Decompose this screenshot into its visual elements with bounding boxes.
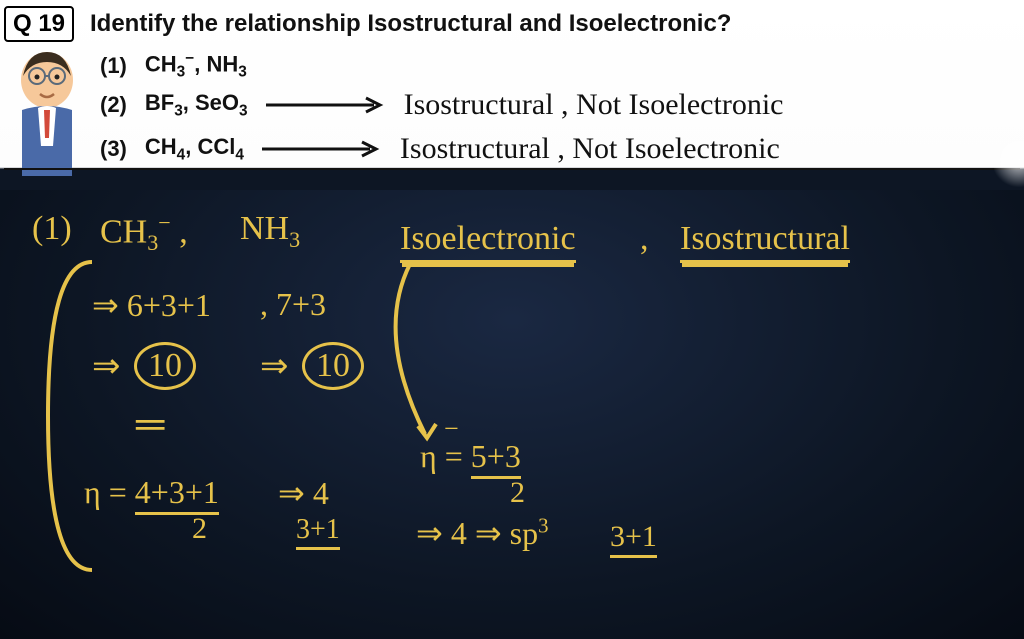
option-3-formula: CH4, CCl4	[145, 134, 244, 164]
hw-ten-2: 10	[302, 342, 364, 390]
hw-sum-left: ⇒ 6+3+1	[92, 286, 211, 324]
hw-sum-right: , 7+3	[260, 286, 326, 323]
option-2-num: (2)	[100, 92, 127, 118]
arrow-icon	[262, 139, 382, 159]
arrow-icon	[266, 95, 386, 115]
option-1-formula: CH3−, NH3	[145, 50, 247, 82]
hw-comma: ,	[640, 220, 649, 258]
option-3: (3) CH4, CCl4 Isostructural , Not Isoele…	[100, 132, 780, 166]
hw-arrow-2: ⇒	[260, 346, 289, 386]
hw-eta2-den: 2	[510, 476, 525, 510]
hw-eta1: η = 4+3+1	[84, 474, 219, 511]
question-number-badge: Q 19	[4, 6, 74, 42]
teacher-avatar	[8, 46, 86, 176]
banner-underline	[4, 168, 1020, 170]
hw-eta2-res: ⇒ 4 ⇒ sp3	[416, 514, 548, 552]
whiteboard-annotations: (1) CH3− , NH3 Isoelectronic , Isostruct…	[0, 190, 1024, 639]
hw-opt1-num: (1)	[32, 210, 72, 248]
question-text: Identify the relationship Isostructural …	[90, 10, 731, 38]
option-2-formula: BF3, SeO3	[145, 90, 248, 120]
hw-isostructural: Isostructural	[680, 220, 850, 263]
hw-eta1-den: 2	[192, 512, 207, 546]
hw-ten-1: 10	[134, 342, 196, 390]
hw-eta1-hy: 3+1	[296, 514, 340, 546]
option-2-annotation: Isostructural , Not Isoelectronic	[404, 88, 784, 122]
hw-double-underline: ═	[136, 400, 160, 447]
hw-eta2-top: η = 5+3	[420, 438, 521, 475]
curve-arrow-icon	[370, 254, 490, 454]
option-3-annotation: Isostructural , Not Isoelectronic	[400, 132, 780, 166]
option-1: (1) CH3−, NH3	[100, 50, 247, 82]
hw-arrow-1: ⇒	[92, 346, 121, 386]
hw-ch3: CH3− ,	[100, 210, 188, 256]
question-banner: Q 19 Identify the relationship Isostruct…	[0, 0, 1024, 190]
option-2: (2) BF3, SeO3 Isostructural , Not Isoele…	[100, 88, 783, 122]
hw-eta2-hy: 3+1	[610, 520, 657, 554]
light-flare	[994, 130, 1024, 190]
option-1-num: (1)	[100, 53, 127, 79]
hw-eta1-res: ⇒ 4	[278, 474, 329, 512]
option-3-num: (3)	[100, 136, 127, 162]
hw-nh3: NH3	[240, 210, 300, 253]
